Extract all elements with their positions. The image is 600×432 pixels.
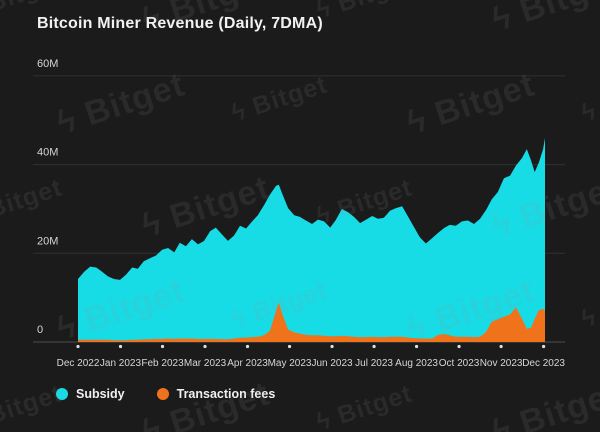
- x-tick-dot: [245, 344, 250, 349]
- y-tick-label: 20M: [37, 235, 58, 247]
- transaction-fees-area: [78, 302, 545, 342]
- x-tick-label: Dec 2022: [57, 358, 100, 369]
- x-tick-dot: [541, 344, 546, 349]
- x-tick-dot: [287, 344, 292, 349]
- x-tick-label: Jan 2023: [100, 358, 142, 369]
- x-tick-dot: [414, 344, 419, 349]
- y-tick-label: 0: [37, 324, 43, 336]
- x-tick-dot: [330, 344, 334, 349]
- y-tick-label: 60M: [37, 58, 58, 70]
- legend-label-transaction-fees: Transaction fees: [176, 387, 276, 401]
- subsidy-area: [78, 138, 545, 342]
- x-tick-label: Mar 2023: [184, 358, 227, 369]
- x-tick-label: May 2023: [268, 358, 312, 369]
- x-tick-label: Feb 2023: [141, 358, 184, 369]
- legend-item-transaction-fees: Transaction fees: [156, 387, 276, 401]
- legend-label-subsidy: Subsidy: [76, 387, 125, 401]
- subsidy-swatch-icon: [56, 388, 68, 400]
- x-tick-label: Oct 2023: [439, 358, 480, 369]
- x-tick-label: Nov 2023: [480, 358, 523, 369]
- x-tick-dot: [118, 344, 123, 349]
- x-tick-label: Apr 2023: [227, 358, 268, 369]
- x-tick-dot: [457, 344, 461, 349]
- y-tick-label: 40M: [37, 147, 58, 159]
- x-tick-dot: [499, 344, 503, 349]
- x-tick-label: Jul 2023: [355, 358, 393, 369]
- x-tick-dot: [76, 344, 80, 349]
- x-tick-dot: [203, 344, 207, 349]
- x-tick-dot: [160, 344, 165, 349]
- x-tick-label: Dec 2023: [522, 358, 565, 369]
- chart-title: Bitcoin Miner Revenue (Daily, 7DMA): [37, 15, 323, 32]
- x-tick-label: Aug 2023: [395, 358, 438, 369]
- x-tick-label: Jun 2023: [311, 358, 353, 369]
- x-tick-dot: [372, 344, 376, 349]
- legend-item-subsidy: Subsidy: [56, 387, 125, 401]
- transaction-fees-swatch-icon: [156, 388, 169, 400]
- legend: Subsidy Transaction fees: [56, 387, 275, 401]
